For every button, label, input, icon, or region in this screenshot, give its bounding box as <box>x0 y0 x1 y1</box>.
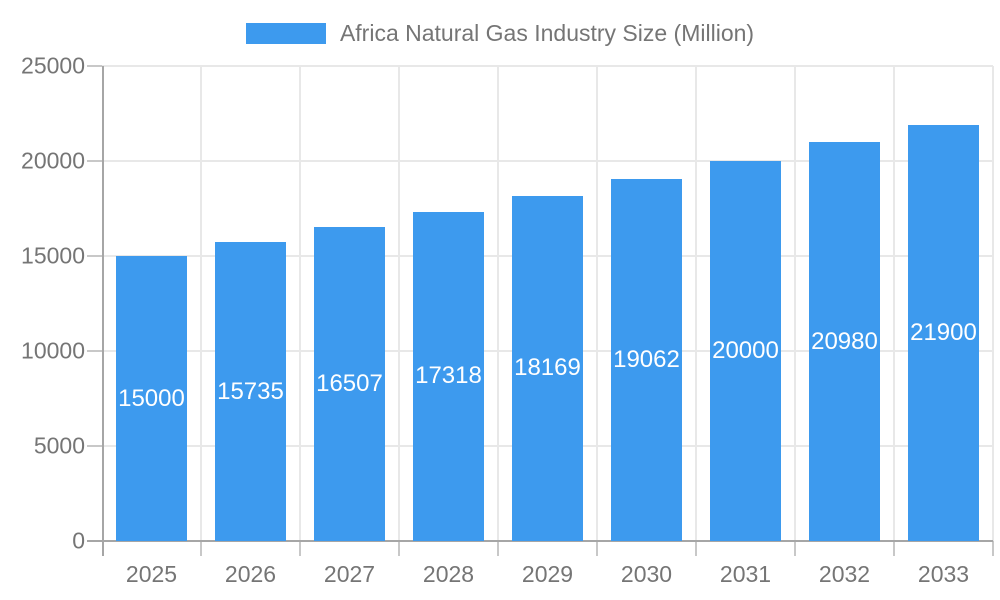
gridline-vertical <box>200 66 202 541</box>
bar-2025[interactable]: 15000 <box>115 256 188 541</box>
x-axis-label: 2028 <box>422 561 475 587</box>
x-axis-label: 2026 <box>224 561 277 587</box>
legend[interactable]: Africa Natural Gas Industry Size (Millio… <box>0 20 1000 46</box>
bar-value-label: 19062 <box>613 345 680 373</box>
bar-value-label: 20980 <box>811 327 878 355</box>
bar-2026[interactable]: 15735 <box>214 242 287 541</box>
bar-2027[interactable]: 16507 <box>313 227 386 541</box>
x-axis-tick <box>200 541 202 556</box>
y-axis-label: 10000 <box>21 337 85 364</box>
gridline-vertical <box>992 66 994 541</box>
x-axis-label: 2025 <box>125 561 178 587</box>
y-axis-line <box>102 66 104 556</box>
x-axis-tick <box>299 541 301 556</box>
x-axis-label: 2032 <box>818 561 871 587</box>
x-axis-tick <box>497 541 499 556</box>
gridline-vertical <box>299 66 301 541</box>
x-axis-label: 2031 <box>719 561 772 587</box>
gridline-vertical <box>794 66 796 541</box>
legend-label: Africa Natural Gas Industry Size (Millio… <box>339 19 755 46</box>
y-axis-label: 0 <box>72 527 85 554</box>
x-axis-label: 2030 <box>620 561 673 587</box>
bar-value-label: 20000 <box>712 337 779 364</box>
bar-value-label: 16507 <box>316 370 383 398</box>
gridline-vertical <box>596 66 598 541</box>
x-axis-tick <box>794 541 796 556</box>
x-axis-tick <box>596 541 598 556</box>
x-axis-tick <box>992 541 994 556</box>
bar-value-label: 15735 <box>217 377 284 405</box>
gridline-horizontal <box>102 65 993 67</box>
bar-2029[interactable]: 18169 <box>511 195 584 541</box>
y-axis-label: 20000 <box>21 147 85 174</box>
y-axis-tick <box>87 255 102 257</box>
y-axis-tick <box>87 160 102 162</box>
y-axis-tick <box>87 350 102 352</box>
gridline-vertical <box>893 66 895 541</box>
gridline-horizontal <box>102 160 993 162</box>
bar-2032[interactable]: 20980 <box>808 142 881 541</box>
bar-2030[interactable]: 19062 <box>610 178 683 541</box>
legend-swatch <box>245 22 326 44</box>
bar-2028[interactable]: 17318 <box>412 211 485 541</box>
y-axis-label: 25000 <box>21 52 85 79</box>
x-axis-label: 2027 <box>323 561 376 587</box>
x-axis-tick <box>893 541 895 556</box>
x-axis-label: 2029 <box>521 561 574 587</box>
x-axis-line <box>87 540 993 542</box>
bar-2031[interactable]: 20000 <box>709 161 782 541</box>
bar-2033[interactable]: 21900 <box>907 124 980 541</box>
bar-value-label: 17318 <box>415 362 482 390</box>
gridline-vertical <box>398 66 400 541</box>
y-axis-label: 15000 <box>21 242 85 269</box>
y-axis-tick <box>87 65 102 67</box>
x-axis-label: 2033 <box>917 561 970 587</box>
bar-value-label: 18169 <box>514 354 581 382</box>
x-axis-tick <box>695 541 697 556</box>
plot-area: 0 5000 10000 15000 20000 25000 15000 2025 15735 2… <box>21 54 994 586</box>
bar-value-label: 21900 <box>910 318 977 346</box>
y-axis-label: 5000 <box>33 432 85 459</box>
bar-value-label: 15000 <box>118 384 185 412</box>
gridline-vertical <box>695 66 697 541</box>
x-axis-tick <box>398 541 400 556</box>
gridline-vertical <box>497 66 499 541</box>
y-axis-tick <box>87 445 102 447</box>
